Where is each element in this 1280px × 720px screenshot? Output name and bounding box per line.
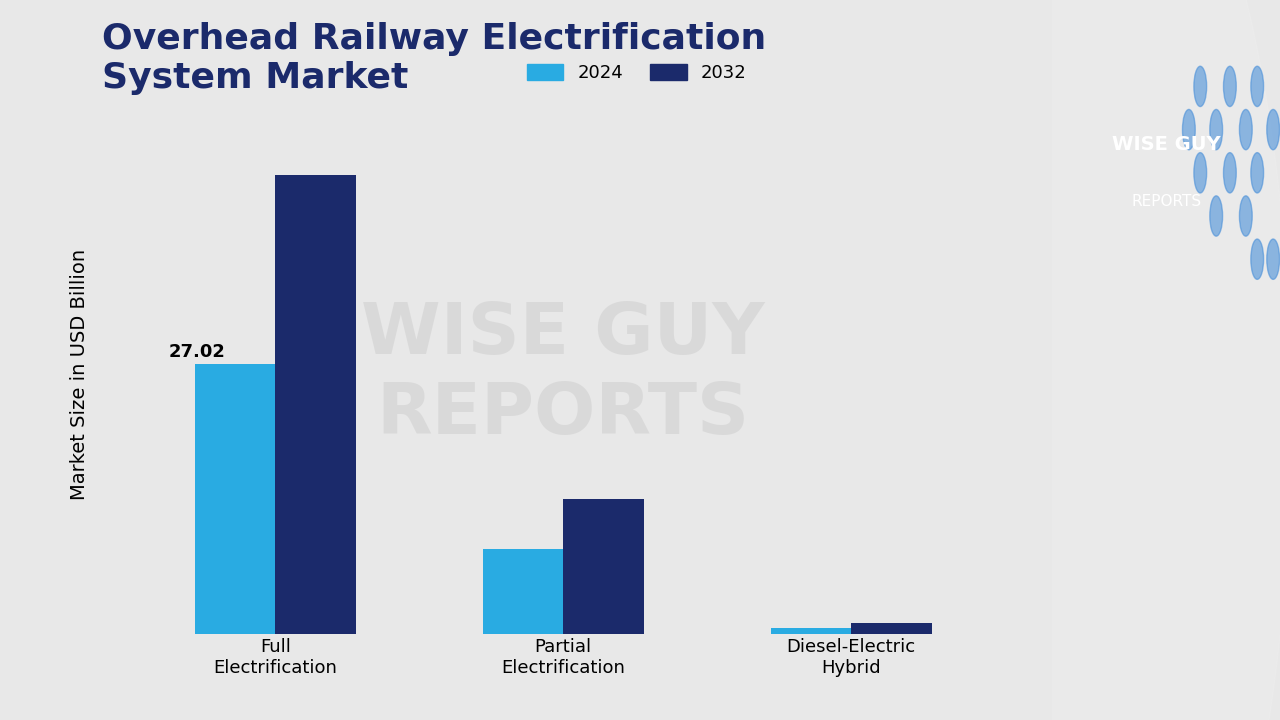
Bar bbox=[563, 499, 644, 634]
Bar bbox=[483, 549, 563, 634]
Circle shape bbox=[1194, 153, 1207, 193]
Text: Overhead Railway Electrification
System Market: Overhead Railway Electrification System … bbox=[102, 22, 767, 95]
Circle shape bbox=[1267, 239, 1280, 279]
Circle shape bbox=[1194, 66, 1207, 107]
Circle shape bbox=[1183, 109, 1196, 150]
Text: WISE GUY
REPORTS: WISE GUY REPORTS bbox=[361, 300, 765, 449]
Circle shape bbox=[1239, 196, 1252, 236]
Text: 27.02: 27.02 bbox=[169, 343, 225, 361]
Circle shape bbox=[1224, 153, 1236, 193]
Y-axis label: Market Size in USD Billion: Market Size in USD Billion bbox=[69, 249, 88, 500]
Circle shape bbox=[1251, 66, 1263, 107]
Circle shape bbox=[1251, 239, 1263, 279]
Bar bbox=[195, 364, 275, 634]
Bar bbox=[771, 628, 851, 634]
Text: REPORTS: REPORTS bbox=[1132, 194, 1201, 209]
Circle shape bbox=[1210, 196, 1222, 236]
Text: WISE GUY: WISE GUY bbox=[1112, 135, 1220, 153]
Circle shape bbox=[1239, 109, 1252, 150]
Bar bbox=[851, 623, 932, 634]
Circle shape bbox=[1251, 153, 1263, 193]
Circle shape bbox=[1224, 66, 1236, 107]
Circle shape bbox=[859, 0, 1280, 720]
Circle shape bbox=[1267, 109, 1280, 150]
Bar bbox=[275, 175, 356, 634]
Legend: 2024, 2032: 2024, 2032 bbox=[520, 57, 754, 89]
Circle shape bbox=[1210, 109, 1222, 150]
